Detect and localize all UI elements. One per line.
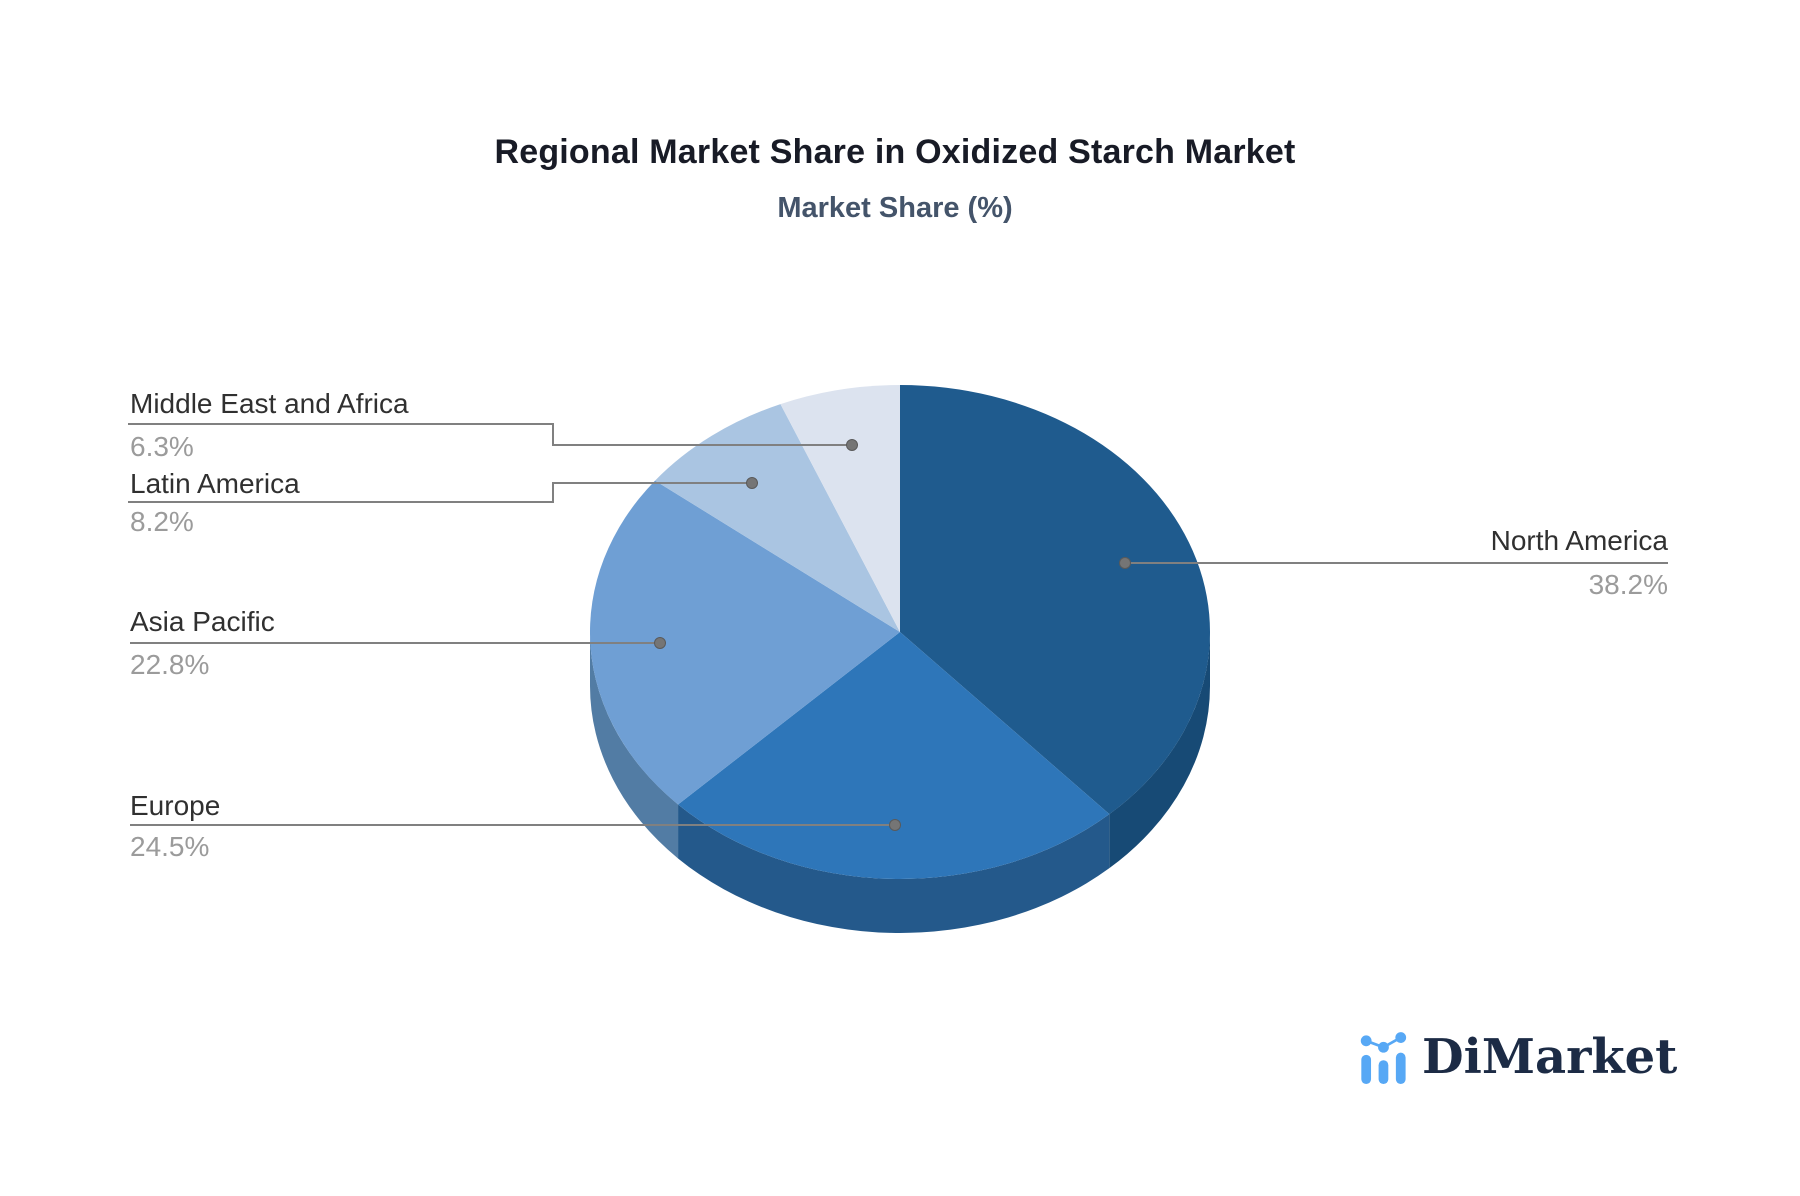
- label-asia-pacific: Asia Pacific: [130, 606, 275, 637]
- value-north-america: 38.2%: [1588, 569, 1668, 600]
- leader-dot-middle-east-and-africa: [846, 439, 858, 451]
- pie-slice-asia-pacific[interactable]: [590, 480, 900, 805]
- label-latin-america: Latin America: [130, 468, 300, 499]
- value-middle-east-and-africa: 6.3%: [130, 431, 194, 462]
- chart-title: Regional Market Share in Oxidized Starch…: [494, 133, 1296, 171]
- value-europe: 24.5%: [130, 831, 210, 862]
- dimarket-logo-icon: [1360, 1032, 1407, 1084]
- pie-slices: [590, 385, 1210, 879]
- leader-latin-america: [128, 482, 752, 503]
- value-latin-america: 8.2%: [130, 506, 194, 537]
- pie-slice-europe[interactable]: [678, 632, 1110, 879]
- leader-dot-asia-pacific: [654, 637, 666, 649]
- label-north-america: North America: [1490, 525, 1668, 556]
- pie-slice-north-america[interactable]: [900, 385, 1210, 815]
- label-europe: Europe: [130, 790, 221, 821]
- pie-slice-side-asia-pacific: [590, 632, 679, 859]
- value-asia-pacific: 22.8%: [130, 649, 210, 680]
- leader-dot-latin-america: [746, 477, 758, 489]
- pie-3d-sides: [590, 632, 1210, 933]
- dimarket-logo-text: DiMarket: [1422, 1029, 1678, 1085]
- pie-slice-side-europe: [678, 804, 1110, 933]
- leader-dot-north-america: [1119, 557, 1131, 569]
- leader-middle-east-and-africa: [128, 423, 852, 446]
- pie-slice-latin-america[interactable]: [655, 404, 900, 632]
- leader-lines: [128, 423, 1668, 831]
- pie-slice-side-north-america: [1109, 632, 1210, 869]
- label-middle-east-and-africa: Middle East and Africa: [130, 388, 409, 419]
- leader-dot-europe: [889, 819, 901, 831]
- chart-subtitle: Market Share (%): [777, 192, 1013, 224]
- dimarket-logo: DiMarket: [1360, 1030, 1677, 1084]
- pie-slice-middle-east-and-africa[interactable]: [780, 385, 900, 632]
